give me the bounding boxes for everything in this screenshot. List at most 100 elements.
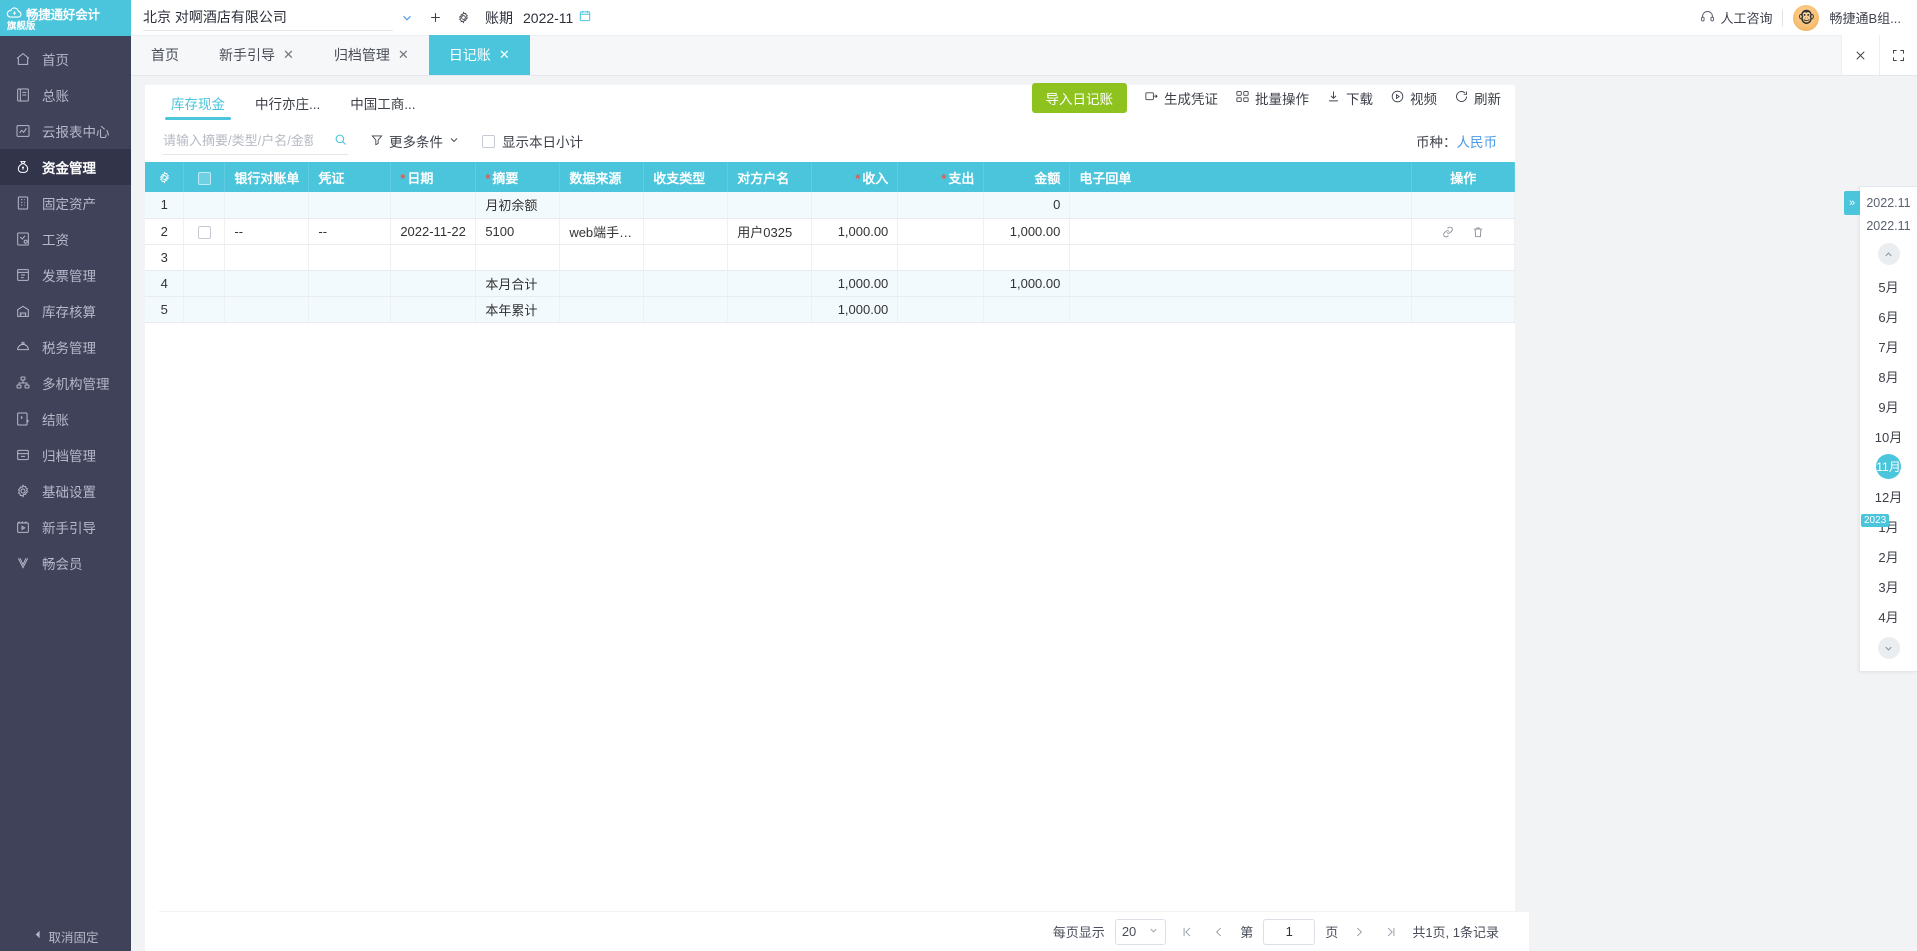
column-settings-button[interactable] bbox=[145, 162, 185, 192]
currency-value[interactable]: 人民币 bbox=[1456, 135, 1498, 150]
calendar-icon[interactable] bbox=[578, 9, 592, 26]
table-row[interactable]: 1 月初余额 0 bbox=[145, 192, 1515, 219]
period-value[interactable]: 2022-11 bbox=[523, 9, 574, 26]
first-page-icon[interactable] bbox=[1176, 921, 1198, 943]
table-row[interactable]: 2 -- -- 2022-11-22 5100 web端手工... bbox=[145, 218, 1515, 245]
column-header-bank-statement[interactable]: 银行对账单 bbox=[224, 162, 310, 192]
refresh-button[interactable]: 刷新 bbox=[1454, 88, 1501, 108]
chevron-right-double-icon[interactable]: » bbox=[1844, 191, 1860, 215]
month-item-9[interactable]: 9月 bbox=[1878, 399, 1899, 415]
video-button[interactable]: 视频 bbox=[1390, 88, 1437, 108]
row-checkbox-cell[interactable] bbox=[183, 218, 226, 245]
prev-page-icon[interactable] bbox=[1208, 921, 1230, 943]
row-checkbox-cell[interactable] bbox=[183, 244, 226, 271]
sidebar-item-beginner-guide[interactable]: 新手引导 bbox=[0, 509, 131, 545]
chevron-down-icon[interactable] bbox=[393, 4, 421, 32]
username[interactable]: 畅捷通B组... bbox=[1829, 11, 1901, 26]
sidebar-item-basic-settings[interactable]: 基础设置 bbox=[0, 473, 131, 509]
gear-icon[interactable] bbox=[157, 169, 172, 184]
column-header-ereceipt[interactable]: 电子回单 bbox=[1069, 162, 1413, 192]
daily-subtotal-checkbox[interactable]: 显示本日小计 bbox=[482, 131, 583, 151]
column-header-balance[interactable]: 金额 bbox=[983, 162, 1071, 192]
close-all-tabs-button[interactable] bbox=[1841, 35, 1879, 75]
gear-icon[interactable] bbox=[449, 4, 477, 32]
download-button[interactable]: 下载 bbox=[1326, 88, 1373, 108]
sidebar-item-fund-management[interactable]: 资金管理 bbox=[0, 149, 131, 185]
plus-icon[interactable] bbox=[421, 4, 449, 32]
column-header-summary[interactable]: * 摘要 bbox=[475, 162, 561, 192]
avatar[interactable]: 🐵 bbox=[1793, 4, 1820, 31]
month-item-11[interactable]: 11月 bbox=[1860, 451, 1917, 481]
sidebar-pin-toggle[interactable]: 取消固定 bbox=[0, 921, 131, 951]
month-item-12[interactable]: 12月 bbox=[1874, 489, 1903, 505]
sidebar-item-home[interactable]: 首页 bbox=[0, 41, 131, 77]
sidebar-item-fixed-assets[interactable]: 固定资产 bbox=[0, 185, 131, 221]
search-icon[interactable] bbox=[333, 132, 348, 150]
cell-expense[interactable] bbox=[897, 244, 985, 271]
fullscreen-icon[interactable] bbox=[1879, 35, 1917, 75]
cell-income[interactable]: 1,000.00 bbox=[811, 218, 899, 245]
column-header-data-source[interactable]: 数据来源 bbox=[559, 162, 645, 192]
sidebar-item-archive[interactable]: 归档管理 bbox=[0, 437, 131, 473]
more-conditions-button[interactable]: 更多条件 bbox=[370, 131, 460, 151]
company-selector[interactable]: 北京 对啊酒店有限公司 bbox=[143, 5, 393, 31]
column-header-inout-type[interactable]: 收支类型 bbox=[643, 162, 729, 192]
subtab-cash-on-hand[interactable]: 库存现金 bbox=[163, 85, 233, 120]
column-header-counterparty[interactable]: 对方户名 bbox=[727, 162, 813, 192]
month-item-4-next-year[interactable]: 4月 bbox=[1878, 609, 1899, 625]
sidebar-item-ledger[interactable]: 总账 bbox=[0, 77, 131, 113]
month-item-5[interactable]: 5月 bbox=[1878, 279, 1899, 295]
column-header-action[interactable]: 操作 bbox=[1411, 162, 1515, 192]
page-size-select[interactable]: 20 bbox=[1114, 918, 1167, 945]
table-row[interactable]: 3 bbox=[145, 244, 1515, 271]
link-icon[interactable] bbox=[1441, 223, 1459, 238]
cell-date[interactable] bbox=[390, 244, 477, 271]
sidebar-item-closing[interactable]: 结账 bbox=[0, 401, 131, 437]
tab-beginner-guide[interactable]: 新手引导 ✕ bbox=[199, 35, 314, 75]
batch-operation-button[interactable]: 批量操作 bbox=[1235, 88, 1309, 108]
chevron-down-icon[interactable] bbox=[1877, 637, 1900, 659]
subtab-icbc[interactable]: 中国工商... bbox=[342, 85, 423, 120]
cell-counterparty[interactable] bbox=[727, 244, 813, 271]
page-number-input[interactable] bbox=[1263, 918, 1316, 945]
checkbox-box[interactable] bbox=[482, 134, 495, 148]
month-panel-header-2[interactable]: 2022.11 bbox=[1866, 218, 1911, 233]
cell-expense[interactable] bbox=[897, 218, 985, 245]
cell-summary[interactable] bbox=[475, 244, 561, 271]
sidebar-item-inventory[interactable]: 库存核算 bbox=[0, 293, 131, 329]
cell-date[interactable]: 2022-11-22 bbox=[390, 218, 477, 245]
sidebar-item-invoice[interactable]: 发票管理 bbox=[0, 257, 131, 293]
sidebar-item-payroll[interactable]: 工资 bbox=[0, 221, 131, 257]
month-item-2-next-year[interactable]: 2月 bbox=[1878, 549, 1899, 565]
cell-inout-type[interactable] bbox=[643, 244, 729, 271]
month-item-7[interactable]: 7月 bbox=[1878, 339, 1899, 355]
month-item-3-next-year[interactable]: 3月 bbox=[1878, 579, 1899, 595]
delete-icon[interactable] bbox=[1471, 223, 1485, 238]
close-icon[interactable]: ✕ bbox=[498, 47, 510, 62]
sidebar-item-multi-org[interactable]: 多机构管理 bbox=[0, 365, 131, 401]
close-icon[interactable]: ✕ bbox=[283, 47, 294, 62]
import-journal-button[interactable]: 导入日记账 bbox=[1031, 83, 1127, 113]
cell-income[interactable] bbox=[811, 244, 899, 271]
select-all-checkbox[interactable] bbox=[183, 162, 226, 192]
sidebar-item-reports[interactable]: 云报表中心 bbox=[0, 113, 131, 149]
month-item-10[interactable]: 10月 bbox=[1874, 429, 1903, 445]
last-page-icon[interactable] bbox=[1380, 921, 1402, 943]
month-item-8[interactable]: 8月 bbox=[1878, 369, 1899, 385]
chevron-up-icon[interactable] bbox=[1877, 243, 1900, 265]
tab-journal[interactable]: 日记账 ✕ bbox=[428, 35, 530, 75]
search-box[interactable] bbox=[163, 127, 348, 155]
cell-inout-type[interactable] bbox=[643, 218, 729, 245]
next-page-icon[interactable] bbox=[1348, 921, 1370, 943]
month-panel-header-1[interactable]: 2022.11 bbox=[1866, 195, 1911, 210]
search-input[interactable] bbox=[163, 133, 313, 148]
cell-summary[interactable]: 5100 bbox=[475, 218, 561, 245]
month-item-6[interactable]: 6月 bbox=[1878, 309, 1899, 325]
close-icon[interactable]: ✕ bbox=[397, 47, 409, 62]
subtab-boc-yizhuang[interactable]: 中行亦庄... bbox=[247, 85, 328, 120]
column-header-voucher[interactable]: 凭证 bbox=[308, 162, 392, 192]
cell-counterparty[interactable]: 用户0325 bbox=[727, 218, 813, 245]
sidebar-item-tax[interactable]: 税务管理 bbox=[0, 329, 131, 365]
tab-archive-management[interactable]: 归档管理 ✕ bbox=[314, 35, 429, 75]
month-item-1-next-year[interactable]: 2023 1月 bbox=[1860, 511, 1917, 541]
